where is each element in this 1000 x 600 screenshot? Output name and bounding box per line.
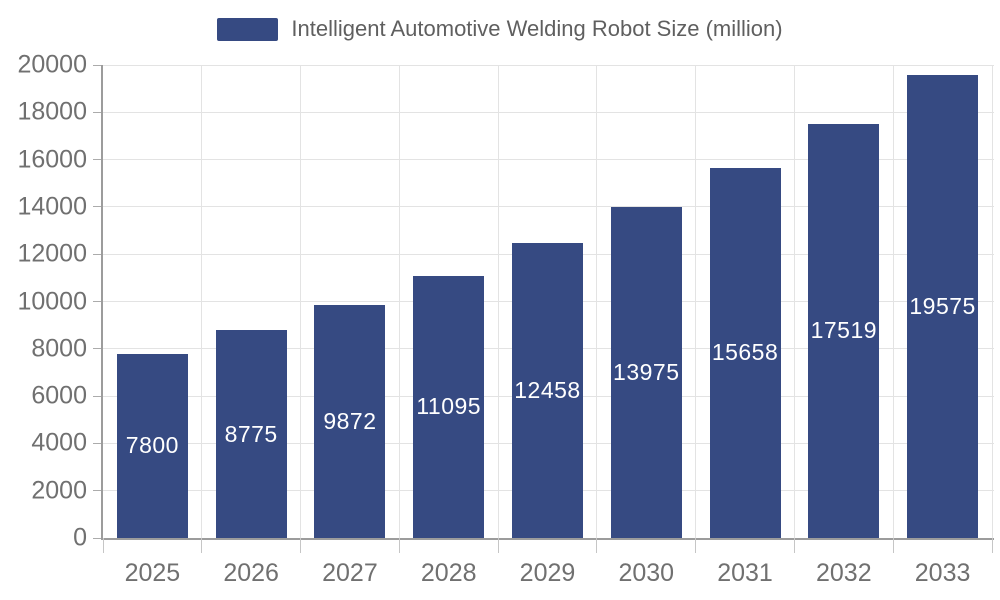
bar-value-label: 12458	[514, 377, 581, 404]
y-axis-tick	[93, 206, 101, 208]
x-axis-tick-label: 2028	[420, 559, 477, 587]
bar-value-label: 15658	[711, 339, 779, 366]
gridline	[201, 65, 203, 538]
y-axis-tick	[93, 64, 101, 66]
gridline	[892, 65, 894, 538]
x-axis-tick	[201, 538, 203, 553]
bar[interactable]: 11095	[413, 275, 485, 538]
y-axis-tick-label: 4000	[31, 428, 87, 457]
bar-value-label: 7800	[125, 432, 179, 459]
gridline	[103, 64, 994, 66]
y-axis-tick	[93, 348, 101, 350]
bar[interactable]: 12458	[512, 243, 583, 538]
y-axis-tick	[93, 159, 101, 161]
y-axis-tick	[93, 442, 101, 444]
x-axis-tick-label: 2033	[914, 559, 971, 587]
x-axis-tick	[497, 538, 499, 553]
y-axis-tick-label: 18000	[17, 97, 87, 126]
y-axis-tick-label: 14000	[17, 192, 87, 221]
y-axis-tick-label: 0	[73, 523, 87, 552]
bar-value-label: 19575	[909, 293, 976, 320]
bar-value-label: 9872	[323, 407, 377, 434]
y-axis-tick	[93, 111, 101, 113]
x-axis-tick	[300, 538, 302, 553]
x-axis-tick-label: 2032	[816, 559, 872, 587]
y-axis-tick	[93, 395, 101, 397]
y-axis-tick	[93, 490, 101, 492]
gridline	[793, 65, 795, 538]
gridline	[103, 159, 994, 161]
bar[interactable]: 19575	[907, 75, 979, 538]
bar[interactable]: 13975	[610, 207, 682, 538]
y-axis-tick	[93, 301, 101, 302]
y-axis-tick	[93, 253, 101, 255]
y-axis-tick-label: 10000	[17, 287, 87, 315]
x-axis-tick-label: 2025	[124, 559, 181, 587]
gridline	[695, 65, 697, 538]
gridline	[300, 65, 302, 538]
x-axis-tick-label: 2029	[519, 559, 576, 587]
x-axis-tick-label: 2026	[223, 559, 279, 587]
y-axis-tick-label: 12000	[17, 239, 87, 268]
bar-value-label: 13975	[613, 359, 680, 386]
bar[interactable]: 15658	[709, 167, 781, 538]
legend[interactable]: Intelligent Automotive Welding Robot Siz…	[0, 16, 1000, 42]
x-axis-tick	[695, 538, 697, 553]
x-axis-tick	[892, 538, 894, 553]
y-axis-tick-label: 20000	[17, 50, 87, 79]
legend-label: Intelligent Automotive Welding Robot Siz…	[291, 16, 783, 41]
bar[interactable]: 8775	[215, 330, 287, 538]
plot-area: 0 2000 4000 6000 8000 10000 12000 14000 16000 180…	[17, 51, 994, 587]
gridline	[103, 206, 994, 208]
x-axis-tick-label: 2030	[618, 559, 675, 587]
x-axis-tick	[596, 538, 598, 553]
gridline	[497, 65, 499, 538]
y-axis-tick-label: 8000	[31, 334, 87, 363]
y-axis-tick-label: 6000	[31, 381, 87, 410]
y-axis-tick	[93, 537, 101, 539]
gridline	[596, 65, 598, 538]
gridline	[103, 111, 994, 113]
bar-value-label: 8775	[224, 420, 278, 447]
x-axis-tick	[793, 538, 795, 553]
x-axis-tick	[398, 538, 400, 553]
bar-value-label: 17519	[810, 317, 878, 344]
bar[interactable]: 9872	[314, 304, 386, 538]
x-axis-tick-label: 2031	[717, 559, 773, 587]
y-axis-tick-label: 2000	[31, 476, 87, 505]
x-axis-tick-label: 2027	[322, 559, 378, 587]
x-axis-tick	[991, 538, 993, 553]
legend-swatch-icon	[217, 17, 279, 41]
bar[interactable]: 17519	[808, 123, 880, 538]
bar[interactable]: 7800	[116, 353, 188, 538]
gridline	[991, 65, 993, 538]
bar-value-label: 11095	[416, 393, 482, 420]
y-axis-tick-label: 16000	[17, 145, 87, 174]
x-axis-tick	[102, 538, 104, 553]
gridline	[398, 65, 400, 538]
